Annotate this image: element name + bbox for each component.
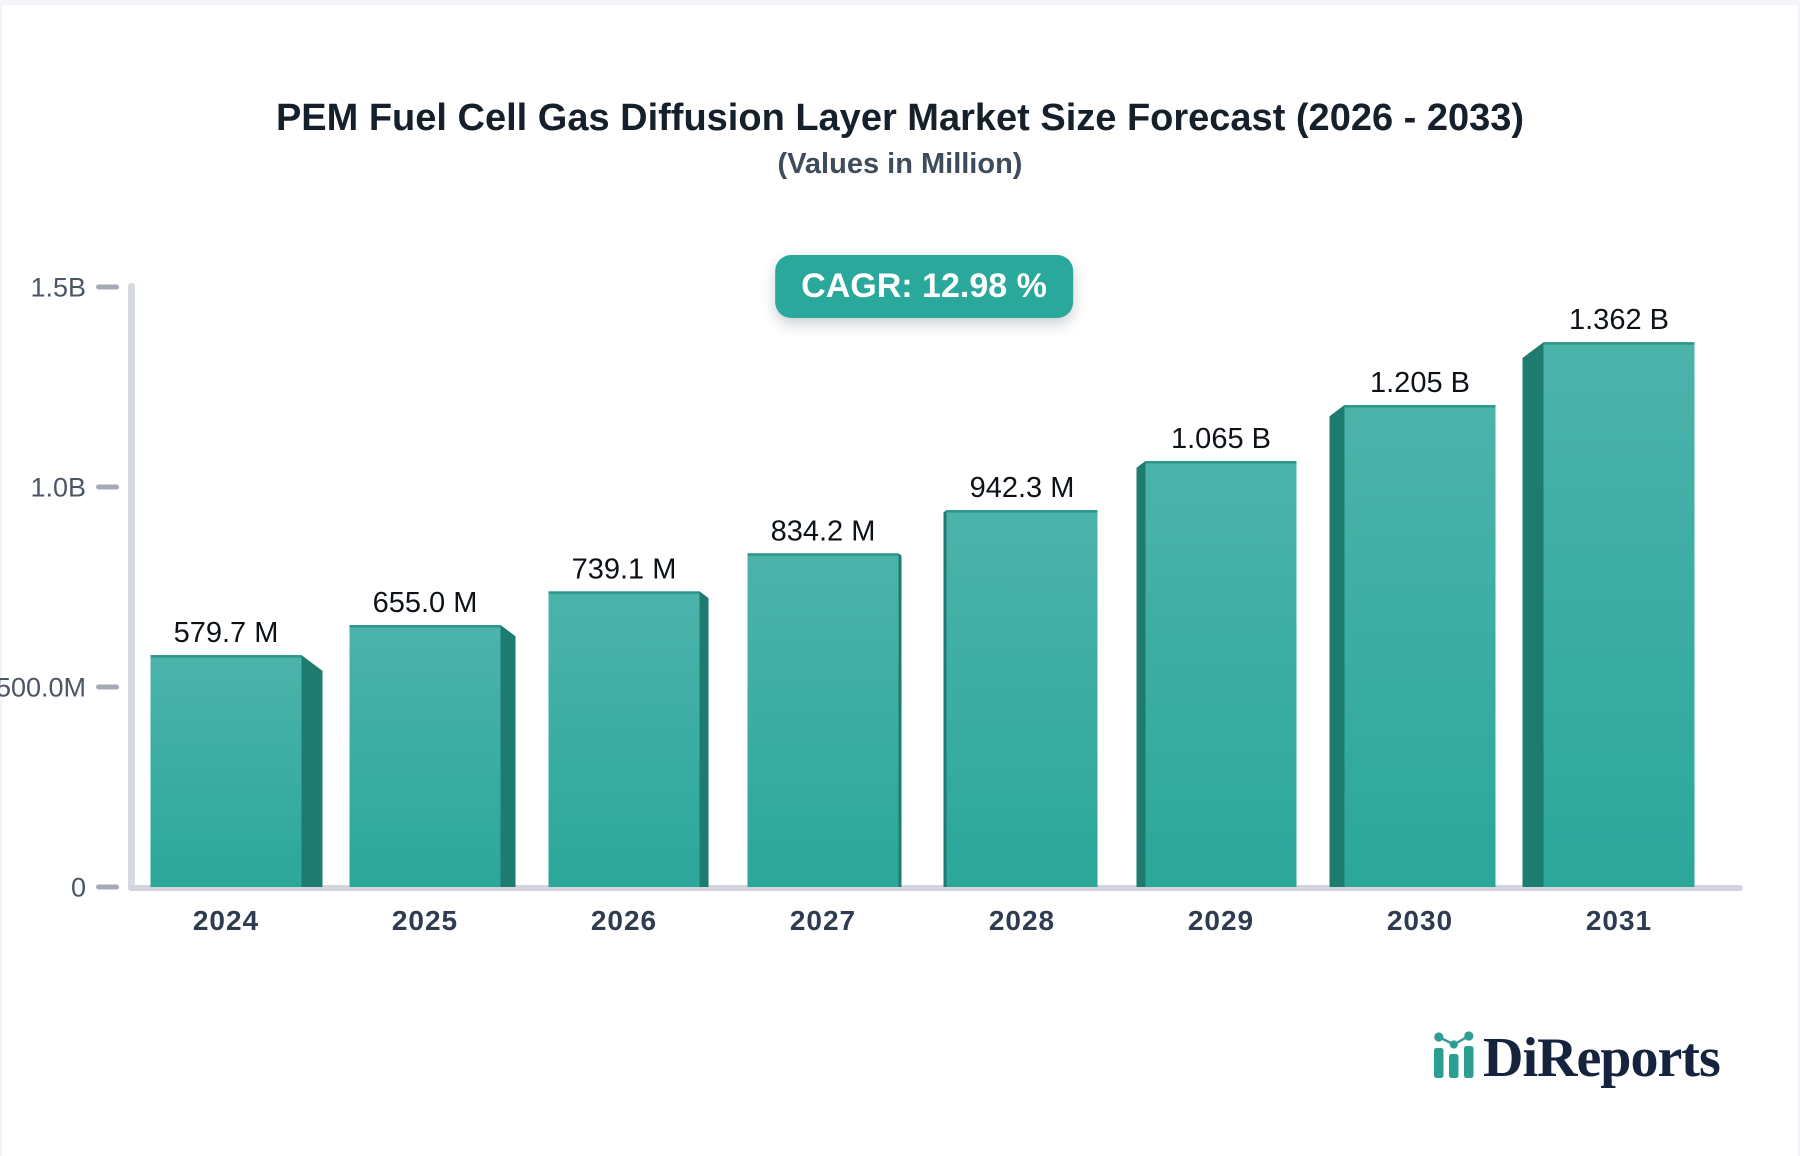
bar-side <box>943 510 947 887</box>
x-category-label: 2027 <box>790 905 856 936</box>
bar-side <box>500 625 516 887</box>
bar-2026: 739.1 M 2026 <box>548 553 709 936</box>
bar-value-label: 834.2 M <box>771 515 876 547</box>
y-tick-dash <box>96 884 119 890</box>
bar-top-edge <box>349 625 501 628</box>
bar-2025: 655.0 M 2025 <box>349 587 516 936</box>
bar-top-edge <box>747 553 899 556</box>
bar-2028: 942.3 M 2028 <box>943 472 1098 936</box>
bar-2030: 1.205 B 2030 <box>1329 367 1496 936</box>
bar-face <box>1344 405 1496 887</box>
bar-top-edge <box>1543 342 1695 345</box>
bar-face <box>1543 342 1695 887</box>
bar-top-edge <box>548 591 700 594</box>
y-tick-label: 500.0M <box>0 673 86 703</box>
bar-face <box>349 625 501 887</box>
bar-face <box>1145 461 1297 887</box>
x-category-label: 2025 <box>392 905 458 936</box>
bar-top-edge <box>150 655 302 658</box>
bar-value-label: 579.7 M <box>174 617 279 649</box>
bar-value-label: 655.0 M <box>373 587 478 619</box>
bar-2031: 1.362 B 2031 <box>1522 304 1695 936</box>
x-category-label: 2024 <box>193 905 259 936</box>
y-tick-label: 1.0B <box>30 473 86 503</box>
bar-value-label: 942.3 M <box>970 472 1075 504</box>
x-category-label: 2026 <box>591 905 657 936</box>
x-category-label: 2031 <box>1586 905 1652 936</box>
x-category-label: 2030 <box>1387 905 1453 936</box>
bar-2029: 1.065 B 2029 <box>1136 423 1297 936</box>
bar-side <box>1329 405 1345 887</box>
bar-side <box>1136 461 1146 887</box>
bar-top-edge <box>946 510 1098 513</box>
logo-text: DiReports <box>1483 1026 1721 1089</box>
bar-top-edge <box>1344 405 1496 408</box>
y-tick-dash <box>96 284 119 290</box>
bar-value-label: 1.362 B <box>1569 304 1669 336</box>
bar-face <box>150 655 302 887</box>
bar-face <box>548 591 700 887</box>
x-category-label: 2028 <box>989 905 1055 936</box>
y-tick-label: 0 <box>71 873 86 903</box>
bar-value-label: 1.065 B <box>1171 423 1271 455</box>
bar-2024: 579.7 M 2024 <box>150 617 323 936</box>
bar-value-label: 739.1 M <box>572 553 677 585</box>
bar-2027: 834.2 M 2027 <box>747 515 902 936</box>
bar-face <box>946 510 1098 887</box>
x-category-label: 2029 <box>1188 905 1254 936</box>
y-tick-dash <box>96 684 119 690</box>
bar-chart-trend-icon <box>1434 1031 1474 1078</box>
cagr-badge: CAGR: 12.98 % <box>775 255 1073 318</box>
direports-logo: DiReports <box>1432 1026 1721 1089</box>
bar-face <box>747 553 899 887</box>
bar-side <box>1522 342 1544 887</box>
y-tick-dash <box>96 484 119 490</box>
bar-value-label: 1.205 B <box>1370 367 1470 399</box>
page-title: PEM Fuel Cell Gas Diffusion Layer Market… <box>275 97 1525 139</box>
bar-side <box>699 591 709 887</box>
bar-side <box>301 655 323 887</box>
bar-top-edge <box>1145 461 1297 464</box>
page-subtitle: (Values in Million) <box>777 148 1023 180</box>
y-axis-line <box>128 283 135 889</box>
y-tick-label: 1.5B <box>30 273 86 303</box>
bar-side <box>898 553 902 887</box>
